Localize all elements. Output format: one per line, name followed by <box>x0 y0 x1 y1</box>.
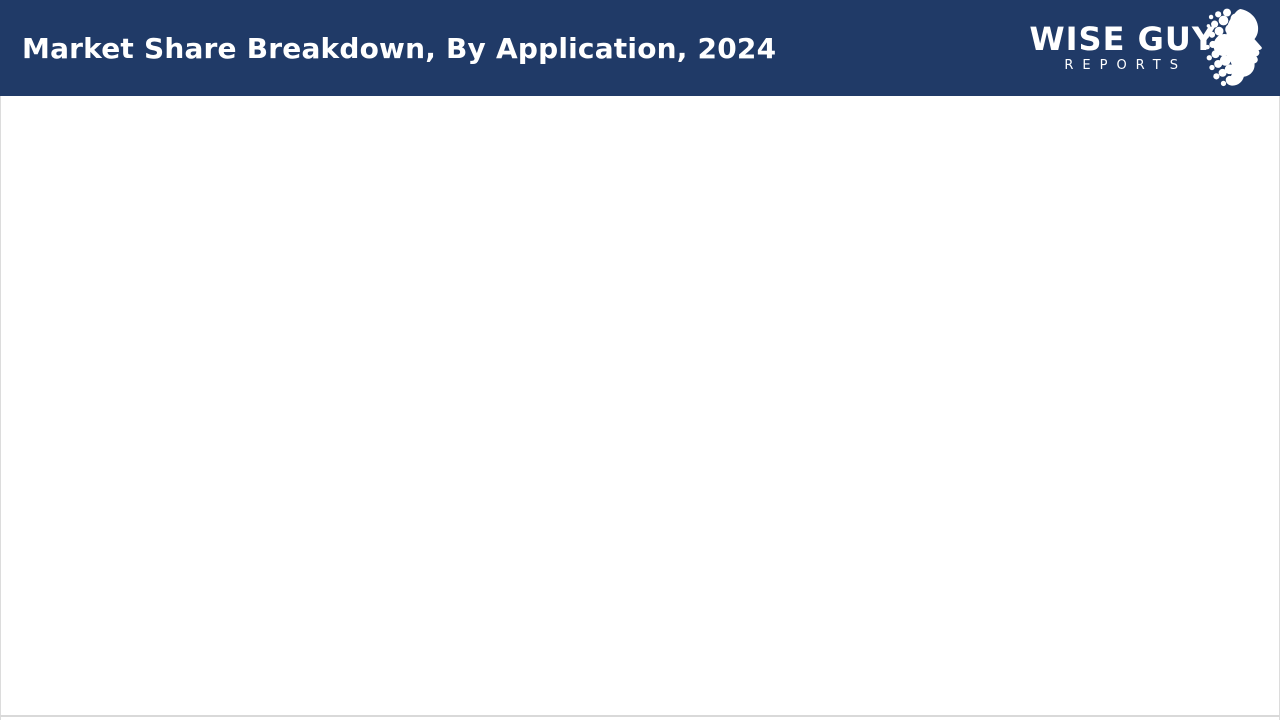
logo-text: WISE GUY REPORTS <box>1029 19 1216 74</box>
logo-wordmark: WISE GUY <box>1029 19 1216 58</box>
face-profile-icon <box>1204 8 1262 87</box>
brand-logo: WISE GUY REPORTS <box>1029 8 1266 88</box>
bottom-border <box>0 715 1280 717</box>
logo-subtitle: REPORTS <box>1064 58 1187 74</box>
header: Market Share Breakdown, By Application, … <box>0 0 1280 96</box>
page-title: Market Share Breakdown, By Application, … <box>22 31 777 65</box>
chart-frame <box>0 96 1280 720</box>
